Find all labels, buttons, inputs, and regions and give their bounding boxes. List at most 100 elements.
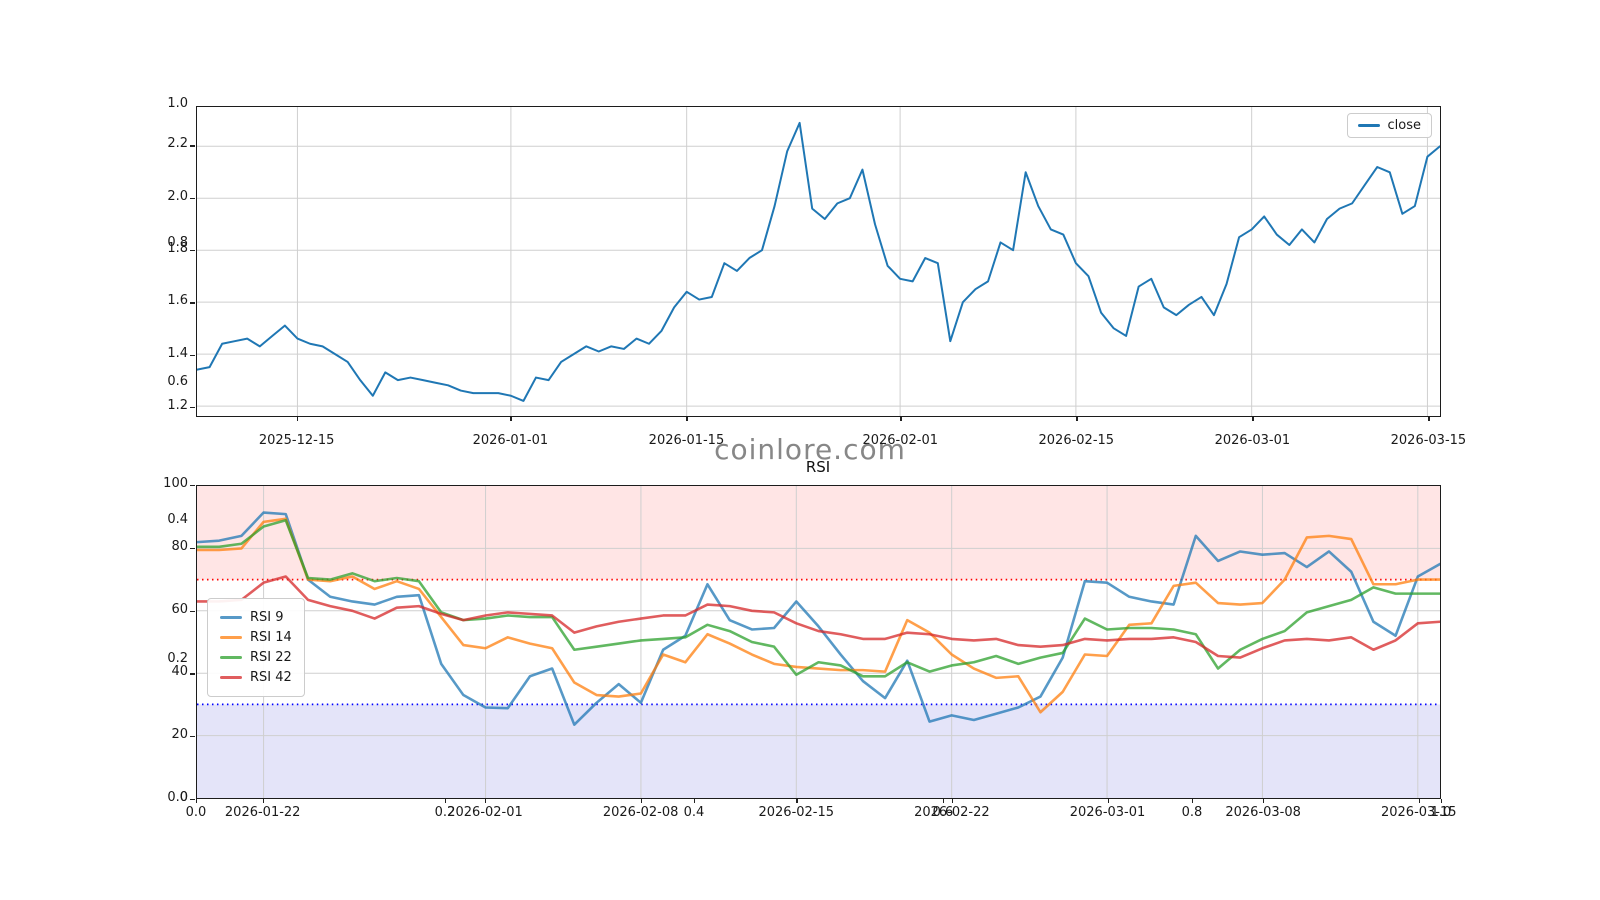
x-tick-mark bbox=[485, 799, 487, 803]
legend-label: RSI 9 bbox=[250, 610, 284, 625]
overlay-x-tick-mark bbox=[943, 799, 945, 803]
y-tick-mark bbox=[190, 736, 195, 738]
legend-swatch bbox=[220, 616, 242, 619]
x-tick-mark bbox=[951, 799, 954, 803]
overbought-band bbox=[197, 486, 1440, 580]
overlay-x-tick-mark bbox=[196, 799, 198, 803]
coinlore-watermark: coinlore.com bbox=[714, 433, 906, 466]
y-tick-mark bbox=[190, 302, 195, 304]
x-tick-label: 2026-03-15 bbox=[1390, 433, 1467, 448]
x-tick-label: 2026-02-01 bbox=[447, 805, 523, 820]
overlay-x-tick-label: 1.0 bbox=[1430, 805, 1452, 820]
x-tick-label: 2026-03-08 bbox=[1225, 805, 1301, 820]
legend-item-rsi-42: RSI 42 bbox=[220, 671, 292, 684]
x-tick-mark bbox=[1076, 417, 1078, 421]
y-tick-mark bbox=[190, 485, 195, 487]
x-tick-mark bbox=[796, 799, 798, 803]
overlay-x-tick-label: 0.2 bbox=[434, 805, 456, 820]
x-tick-mark bbox=[296, 417, 298, 421]
overlay-x-tick-label: 0.6 bbox=[932, 805, 954, 820]
y-tick-mark bbox=[190, 354, 195, 357]
overlay-x-tick-label: 0.4 bbox=[683, 805, 705, 820]
y-tick-mark bbox=[190, 610, 195, 612]
x-tick-label: 2026-02-15 bbox=[758, 805, 835, 820]
x-tick-label: 2026-02-15 bbox=[1038, 433, 1115, 448]
price-legend: close bbox=[1346, 113, 1432, 138]
y-tick-label: 1.4 bbox=[167, 345, 188, 361]
y-tick-label: 2.2 bbox=[167, 136, 188, 152]
x-tick-mark bbox=[1428, 417, 1430, 421]
legend-swatch bbox=[220, 636, 242, 639]
x-tick-mark bbox=[262, 799, 264, 803]
overlay-x-tick-mark bbox=[1192, 799, 1194, 803]
legend-item-rsi-14: RSI 14 bbox=[220, 631, 292, 644]
x-tick-mark bbox=[640, 799, 642, 803]
x-tick-label: 2026-03-01 bbox=[1069, 805, 1146, 820]
legend-swatch bbox=[220, 656, 242, 659]
y-tick-label: 100 bbox=[163, 476, 188, 491]
x-tick-label: 2026-02-01 bbox=[862, 433, 939, 448]
rsi-panel-title: RSI bbox=[805, 458, 831, 476]
y-tick-label: 2.0 bbox=[167, 188, 188, 204]
legend-label: close bbox=[1387, 118, 1421, 133]
x-tick-label: 2026-02-22 bbox=[914, 805, 990, 820]
legend-item-rsi-9: RSI 9 bbox=[220, 611, 292, 624]
price-plot-area bbox=[197, 107, 1440, 416]
y-tick-label: 1.2 bbox=[167, 398, 188, 414]
series-line-rsi-9 bbox=[197, 511, 1440, 726]
oversold-band bbox=[197, 704, 1440, 798]
y-tick-mark bbox=[190, 250, 195, 252]
price-chart-panel: close bbox=[196, 106, 1441, 417]
x-tick-label: 2026-01-15 bbox=[648, 433, 725, 448]
overlay-y-tick-label: 0.0 bbox=[167, 790, 188, 805]
y-tick-label: 40 bbox=[171, 664, 188, 680]
x-tick-mark bbox=[686, 417, 688, 421]
series-line-rsi-42 bbox=[197, 575, 1440, 659]
y-tick-label: 60 bbox=[171, 601, 188, 617]
x-tick-mark bbox=[1263, 799, 1265, 803]
y-tick-mark bbox=[190, 547, 195, 550]
overlay-x-tick-mark bbox=[694, 799, 696, 803]
rsi-legend: RSI 9 RSI 14 RSI 22 RSI 42 bbox=[207, 598, 305, 697]
legend-item-rsi-22: RSI 22 bbox=[220, 651, 292, 664]
overlay-y-tick-label: 0.2 bbox=[167, 651, 188, 667]
legend-swatch bbox=[220, 676, 242, 679]
y-tick-mark bbox=[190, 197, 195, 200]
y-tick-mark bbox=[190, 673, 195, 675]
series-line-rsi-14 bbox=[197, 517, 1440, 714]
legend-label: RSI 14 bbox=[250, 630, 292, 645]
x-tick-label: 2026-03-01 bbox=[1214, 433, 1291, 448]
x-tick-label: 2025-12-15 bbox=[258, 433, 335, 448]
x-tick-mark bbox=[1252, 417, 1254, 421]
x-tick-mark bbox=[1107, 799, 1109, 803]
y-tick-label: 1.6 bbox=[167, 293, 188, 309]
legend-label: RSI 22 bbox=[250, 650, 292, 665]
x-tick-label: 2026-01-01 bbox=[472, 433, 549, 448]
x-tick-mark bbox=[900, 417, 902, 421]
y-tick-label: 0 bbox=[179, 790, 188, 805]
rsi-plot-area bbox=[197, 486, 1440, 798]
x-tick-label: 2026-01-22 bbox=[224, 805, 301, 820]
overlay-x-tick-label: 0.8 bbox=[1181, 805, 1203, 820]
x-tick-mark bbox=[510, 417, 512, 421]
x-tick-label: 2026-02-08 bbox=[602, 805, 679, 820]
overlay-y-tick-label: 0.4 bbox=[167, 512, 188, 528]
y-tick-label: 20 bbox=[171, 727, 188, 743]
legend-label: RSI 42 bbox=[250, 670, 292, 685]
x-tick-label: 2026-03-15 bbox=[1380, 805, 1457, 820]
overlay-x-tick-mark bbox=[1441, 799, 1443, 803]
overlay-y-tick-label: 1.0 bbox=[167, 96, 188, 111]
overlay-y-tick-label: 0.8 bbox=[167, 234, 188, 250]
y-tick-label: 1.8 bbox=[167, 241, 188, 257]
y-tick-mark bbox=[190, 145, 195, 147]
overlay-x-tick-mark bbox=[445, 799, 447, 803]
legend-item-close: close bbox=[1357, 118, 1421, 133]
x-tick-mark bbox=[1418, 799, 1421, 803]
series-line-close bbox=[197, 121, 1440, 402]
y-tick-label: 80 bbox=[171, 538, 188, 554]
overlay-x-tick-label: 0.0 bbox=[185, 805, 207, 820]
y-tick-mark bbox=[190, 407, 195, 409]
overlay-y-tick-label: 0.6 bbox=[167, 373, 188, 389]
y-tick-mark bbox=[190, 799, 195, 801]
